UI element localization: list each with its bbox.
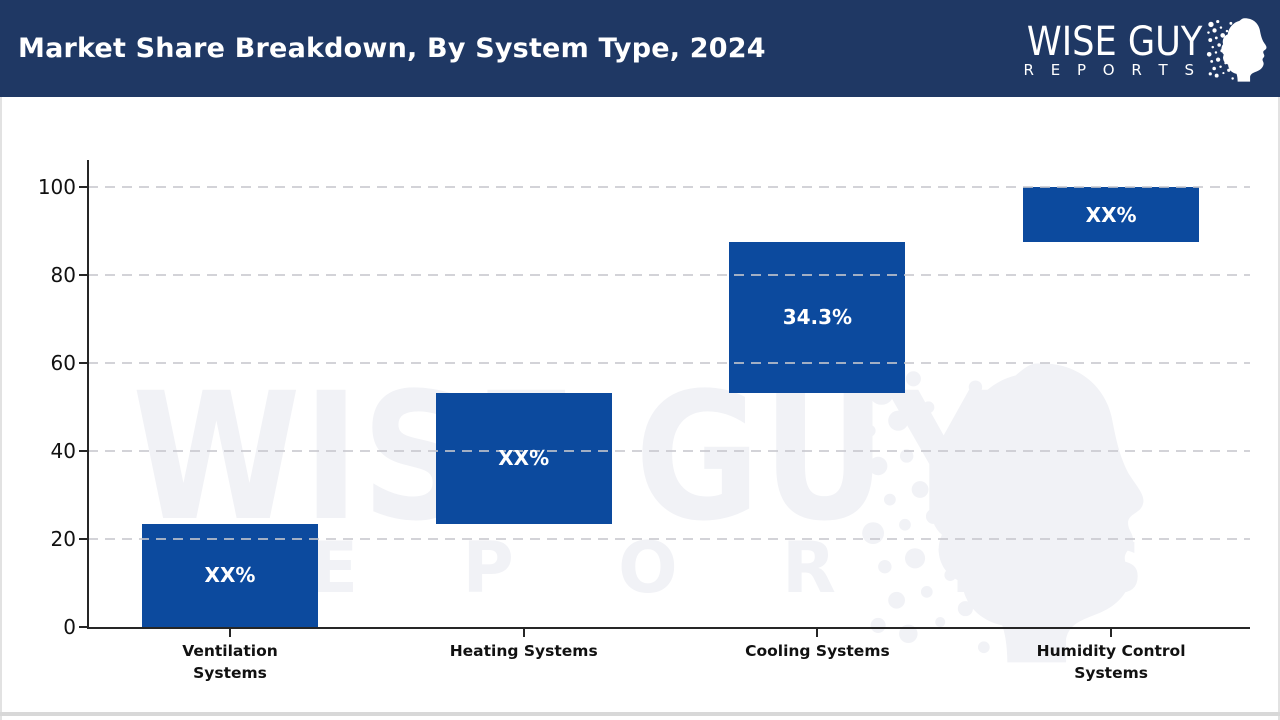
x-category-label-line: Systems	[193, 663, 267, 682]
y-axis-line	[87, 160, 89, 629]
y-tick	[79, 626, 88, 628]
gridline	[88, 538, 1250, 540]
y-tick-label: 100	[37, 175, 76, 199]
bar-segment	[142, 523, 318, 627]
brand-tagline: R E P O R T S	[1023, 61, 1200, 79]
y-tick	[79, 274, 88, 276]
y-tick-label: 20	[50, 527, 76, 551]
x-category-label: Ventilation Systems	[130, 641, 330, 684]
y-tick	[79, 450, 88, 452]
brand-logo-text: WISE GUY R E P O R T S	[1003, 21, 1202, 79]
header-bar: Market Share Breakdown, By System Type, …	[0, 0, 1280, 97]
bar-segment	[729, 242, 906, 393]
x-category-label: Cooling Systems	[717, 641, 917, 663]
gridline	[88, 186, 1250, 188]
page-title: Market Share Breakdown, By System Type, …	[18, 33, 766, 64]
bottom-border	[0, 712, 1280, 716]
y-tick	[79, 362, 88, 364]
brand-logo: WISE GUY R E P O R T S	[1003, 8, 1270, 92]
y-tick-label: 40	[50, 439, 76, 463]
x-category-label-line: Ventilation	[182, 642, 278, 660]
x-category-label-line: Heating Systems	[449, 642, 598, 660]
y-tick-label: 60	[50, 351, 76, 375]
gridline	[88, 274, 1250, 276]
x-tick	[816, 629, 819, 637]
y-tick-label: 0	[63, 615, 76, 639]
y-tick	[79, 186, 88, 188]
x-tick	[229, 629, 231, 637]
x-category-label: Humidity Control Systems	[1011, 641, 1211, 684]
x-tick	[1110, 629, 1113, 637]
x-category-label-line: Cooling Systems	[745, 642, 890, 660]
bar-value-label: XX%	[1085, 202, 1137, 227]
gridline	[88, 450, 1250, 452]
x-tick	[522, 629, 525, 637]
bar-value-label: XX%	[498, 446, 550, 471]
bar-value-label: 34.3%	[782, 305, 853, 330]
x-category-label-line: Systems	[1074, 663, 1148, 682]
bar-segment	[435, 392, 612, 524]
bar-value-label: XX%	[204, 563, 256, 588]
gridline	[88, 362, 1250, 364]
brand-name: WISE GUY	[1026, 19, 1202, 65]
bar-segment	[1023, 187, 1200, 242]
x-category-label-line: Humidity Control	[1036, 642, 1186, 660]
right-border	[1278, 97, 1280, 720]
x-axis-line	[87, 627, 1250, 629]
left-border	[0, 97, 2, 720]
x-category-label: Heating Systems	[424, 641, 624, 663]
y-tick-label: 80	[50, 263, 76, 287]
y-tick	[79, 538, 88, 540]
